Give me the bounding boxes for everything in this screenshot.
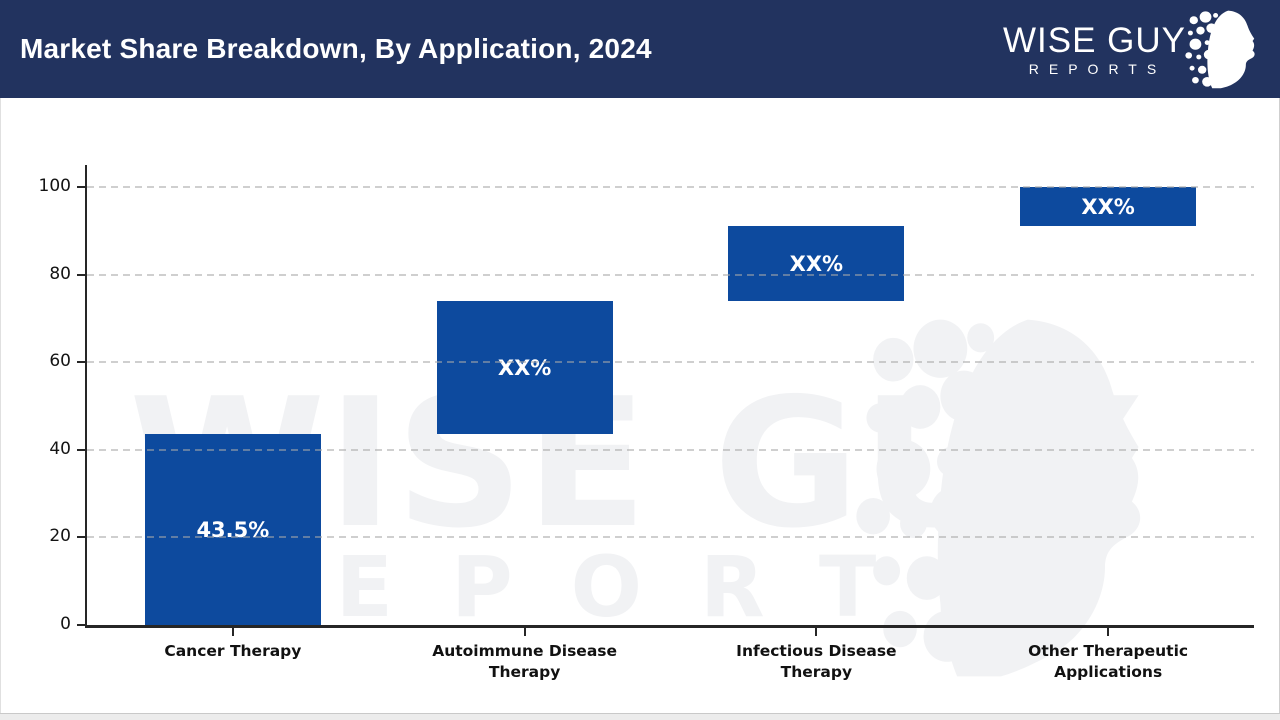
bar-value-label-2: XX% (789, 251, 844, 276)
bar-2: XX% (728, 226, 905, 301)
brand-logo: WISE GUY REPORTS (1003, 9, 1266, 89)
y-tick-100 (77, 186, 85, 188)
gridline-60 (87, 361, 1254, 364)
y-tick-label-20: 20 (49, 526, 71, 547)
x-category-label-line: Therapy (488, 662, 561, 681)
y-tick-20 (77, 536, 85, 539)
x-category-label-line: Therapy (780, 662, 853, 681)
y-tick-80 (77, 273, 85, 276)
x-category-label-3: Other Therapeutic Applications (968, 641, 1248, 683)
page-title: Market Share Breakdown, By Application, … (20, 33, 652, 64)
face-profile-icon (1185, 10, 1255, 89)
x-tick-1 (523, 627, 526, 636)
x-category-label-line: Applications (1054, 662, 1163, 681)
bar-3: XX% (1020, 187, 1197, 227)
bar-1: XX% (436, 300, 613, 435)
y-axis-spine (85, 165, 87, 627)
watermark-reports-text: REPORTS (213, 538, 1053, 636)
x-category-label-line: Other Therapeutic (1028, 642, 1189, 660)
gridline-80 (87, 273, 1254, 276)
gridline-100 (87, 186, 1254, 188)
y-tick-0 (77, 624, 85, 626)
bar-value-label-1: XX% (497, 355, 552, 380)
gridline-40 (87, 448, 1254, 451)
x-category-label-1: Autoimmune Disease Therapy (385, 641, 665, 683)
y-tick-label-100: 100 (38, 176, 71, 196)
x-category-label-2: Infectious Disease Therapy (676, 641, 956, 683)
x-category-label-line: Autoimmune Disease (432, 642, 618, 660)
brand-wordmark: WISE GUY (1002, 20, 1186, 60)
brand-logo-text: WISE GUY REPORTS (1003, 23, 1186, 76)
header-banner: Market Share Breakdown, By Application, … (0, 0, 1280, 98)
x-tick-2 (815, 627, 818, 636)
x-axis-spine (85, 625, 1254, 628)
x-tick-0 (231, 627, 234, 636)
bar-value-label-3: XX% (1081, 194, 1135, 219)
footer-strip (0, 713, 1280, 720)
y-tick-label-60: 60 (49, 351, 71, 372)
brand-reports-text: REPORTS (1028, 60, 1167, 77)
y-tick-label-0: 0 (60, 614, 71, 634)
y-tick-60 (77, 361, 85, 364)
x-category-label-line: Cancer Therapy (164, 642, 302, 660)
y-tick-40 (77, 448, 85, 451)
y-tick-label-40: 40 (49, 438, 71, 459)
watermark-face-profile-icon (856, 319, 1141, 677)
bar-0: 43.5% (144, 434, 321, 625)
chart-canvas: WISE GUY REPORTS 43.5% XX% XX% XX% 0 20 40 60 80… (0, 98, 1280, 714)
x-tick-3 (1107, 627, 1110, 636)
y-tick-label-80: 80 (49, 263, 71, 284)
gridline-20 (87, 536, 1254, 539)
x-category-label-0: Cancer Therapy (93, 641, 373, 662)
x-category-label-line: Infectious Disease (736, 642, 897, 660)
